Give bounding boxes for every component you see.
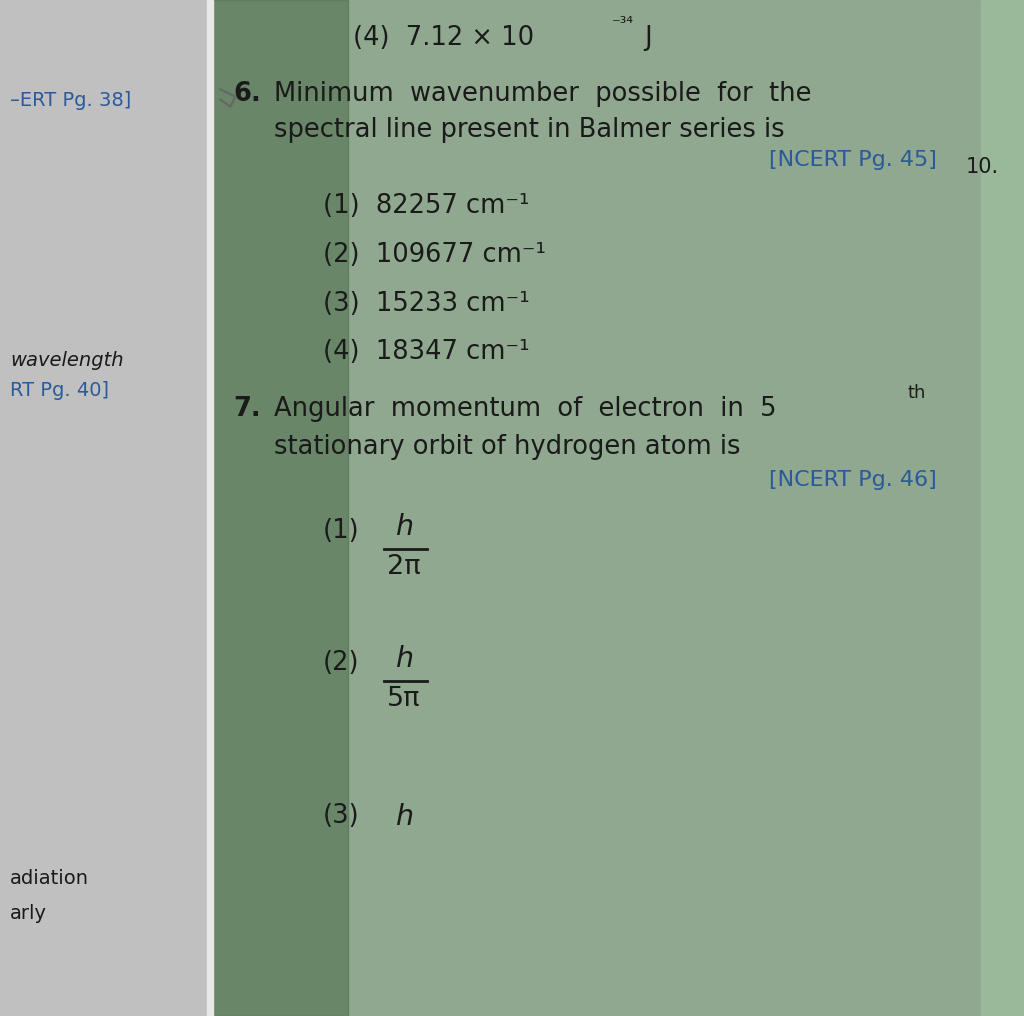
Text: stationary orbit of hydrogen atom is: stationary orbit of hydrogen atom is: [274, 434, 741, 460]
Text: [NCERT Pg. 46]: [NCERT Pg. 46]: [769, 470, 937, 491]
Text: (2)  109677 cm⁻¹: (2) 109677 cm⁻¹: [323, 242, 546, 268]
Text: (1): (1): [323, 518, 359, 545]
Text: 5π: 5π: [387, 686, 421, 712]
Text: h: h: [396, 803, 415, 831]
Text: RT Pg. 40]: RT Pg. 40]: [10, 381, 110, 400]
Bar: [981, 0, 1024, 1016]
Text: 7.: 7.: [233, 396, 261, 423]
Bar: [210, 0, 348, 1016]
Text: (4)  7.12 × 10: (4) 7.12 × 10: [353, 25, 535, 52]
Bar: [0, 0, 210, 1016]
Text: spectral line present in Balmer series is: spectral line present in Balmer series i…: [274, 117, 785, 143]
Bar: [210, 0, 1024, 1016]
Text: 2π: 2π: [387, 554, 421, 580]
Text: adiation: adiation: [10, 869, 89, 888]
Text: J: J: [637, 25, 652, 52]
Text: h: h: [396, 513, 415, 542]
Text: th: th: [907, 384, 926, 402]
Text: (1)  82257 cm⁻¹: (1) 82257 cm⁻¹: [323, 193, 529, 219]
Text: Minimum  wavenumber  possible  for  the: Minimum wavenumber possible for the: [274, 81, 812, 108]
Text: Angular  momentum  of  electron  in  5: Angular momentum of electron in 5: [274, 396, 777, 423]
Text: (3): (3): [323, 803, 359, 829]
Text: 10.: 10.: [966, 157, 998, 178]
Text: (2): (2): [323, 650, 359, 677]
Text: (4)  18347 cm⁻¹: (4) 18347 cm⁻¹: [323, 339, 529, 366]
Text: arly: arly: [10, 904, 47, 924]
Text: 6.: 6.: [233, 81, 261, 108]
Text: [NCERT Pg. 45]: [NCERT Pg. 45]: [769, 150, 937, 171]
Text: (3)  15233 cm⁻¹: (3) 15233 cm⁻¹: [323, 291, 529, 317]
Text: wavelength: wavelength: [10, 351, 124, 370]
Bar: [207, 0, 213, 1016]
Text: h: h: [396, 645, 415, 674]
Text: –ERT Pg. 38]: –ERT Pg. 38]: [10, 91, 131, 111]
Text: ⁻³⁴: ⁻³⁴: [612, 15, 634, 34]
